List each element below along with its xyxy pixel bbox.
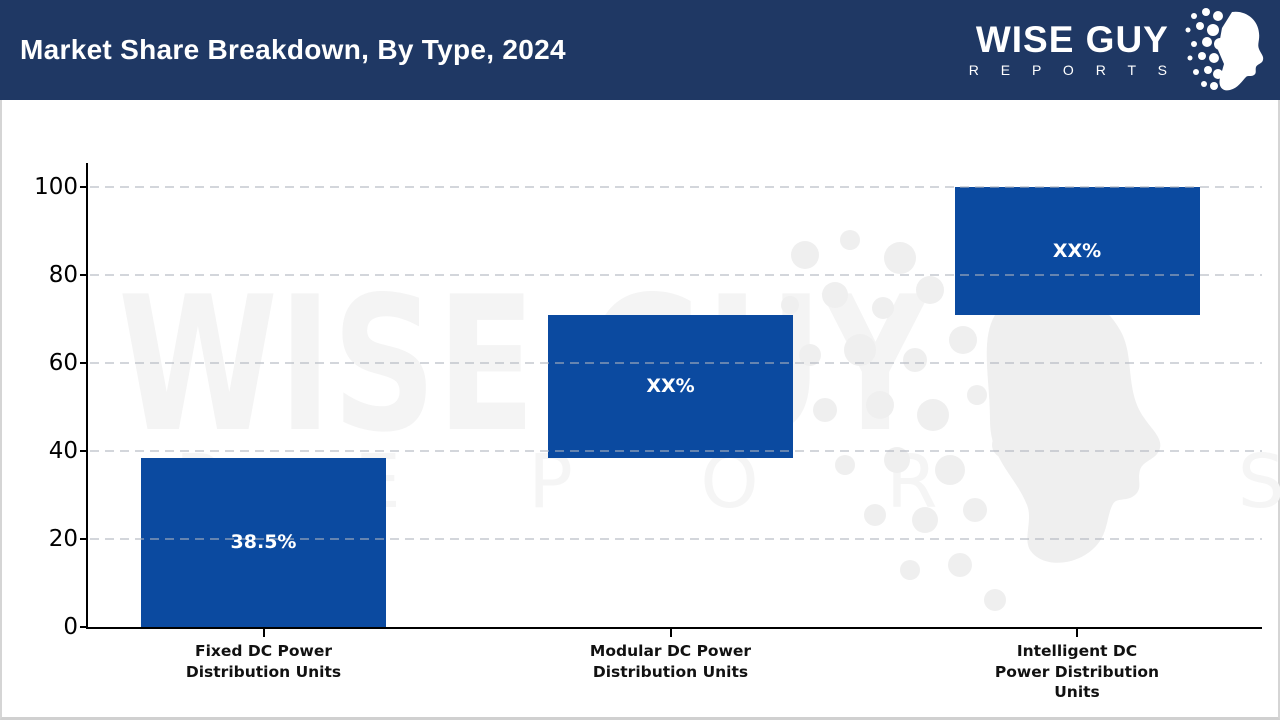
y-tick-mark <box>80 450 88 452</box>
x-tick-mark <box>669 629 672 637</box>
bar <box>548 314 793 458</box>
bar <box>141 457 386 627</box>
grid-line <box>90 362 1262 364</box>
x-category-label: Modular DC Power Distribution Units <box>521 641 821 682</box>
x-category-label-line: Units <box>1054 683 1100 701</box>
x-category-label-line: Intelligent DC <box>1016 642 1138 660</box>
y-tick-mark <box>80 274 88 276</box>
logo-wordmark: WISE GUY <box>975 19 1169 60</box>
bar-value-label: XX% <box>646 375 695 398</box>
x-tick-mark <box>262 629 265 637</box>
y-tick-label: 0 <box>63 614 78 640</box>
wise-guy-reports-logo: WISE GUY R E P O R T S <box>969 6 1280 94</box>
y-axis-line <box>86 163 88 629</box>
x-category-label: Fixed DC Power Distribution Units <box>114 641 414 682</box>
grid-line <box>90 274 1262 276</box>
x-category-label-line: Distribution Units <box>185 662 342 681</box>
grid-line <box>90 538 1262 540</box>
bar-value-label: XX% <box>1052 239 1102 262</box>
grid-line <box>90 186 1262 188</box>
y-tick-label: 60 <box>48 350 78 376</box>
x-category-label-line: Distribution Units <box>592 662 749 681</box>
x-category-label-line: Power Distribution <box>994 662 1160 681</box>
logo-text: WISE GUY R E P O R T S <box>969 21 1176 79</box>
y-tick-mark <box>80 186 88 188</box>
page-title: Market Share Breakdown, By Type, 2024 <box>20 34 566 65</box>
y-tick-label: 40 <box>48 438 78 464</box>
logo-subtitle: R E P O R T S <box>968 62 1176 78</box>
logo-head-icon <box>1185 8 1264 91</box>
y-tick-label: 100 <box>34 174 78 200</box>
bar <box>954 187 1200 315</box>
x-tick-mark <box>1076 629 1078 637</box>
y-tick-mark <box>80 538 88 540</box>
header-bar: Market Share Breakdown, By Type, 2024 WI… <box>0 0 1280 100</box>
y-tick-label: 80 <box>48 262 78 288</box>
x-axis-line <box>86 627 1262 629</box>
x-category-label-line: Modular DC Power <box>589 642 752 660</box>
y-tick-mark <box>80 362 88 364</box>
bar-value-label: 38.5% <box>230 531 297 554</box>
x-category-label: Intelligent DC Power Distribution Units <box>927 641 1227 703</box>
watermark-head-icon <box>781 230 1161 611</box>
x-category-label-line: Fixed DC Power <box>194 642 333 660</box>
grid-line <box>90 450 1262 452</box>
y-tick-mark <box>80 626 88 628</box>
y-tick-label: 20 <box>48 526 78 552</box>
